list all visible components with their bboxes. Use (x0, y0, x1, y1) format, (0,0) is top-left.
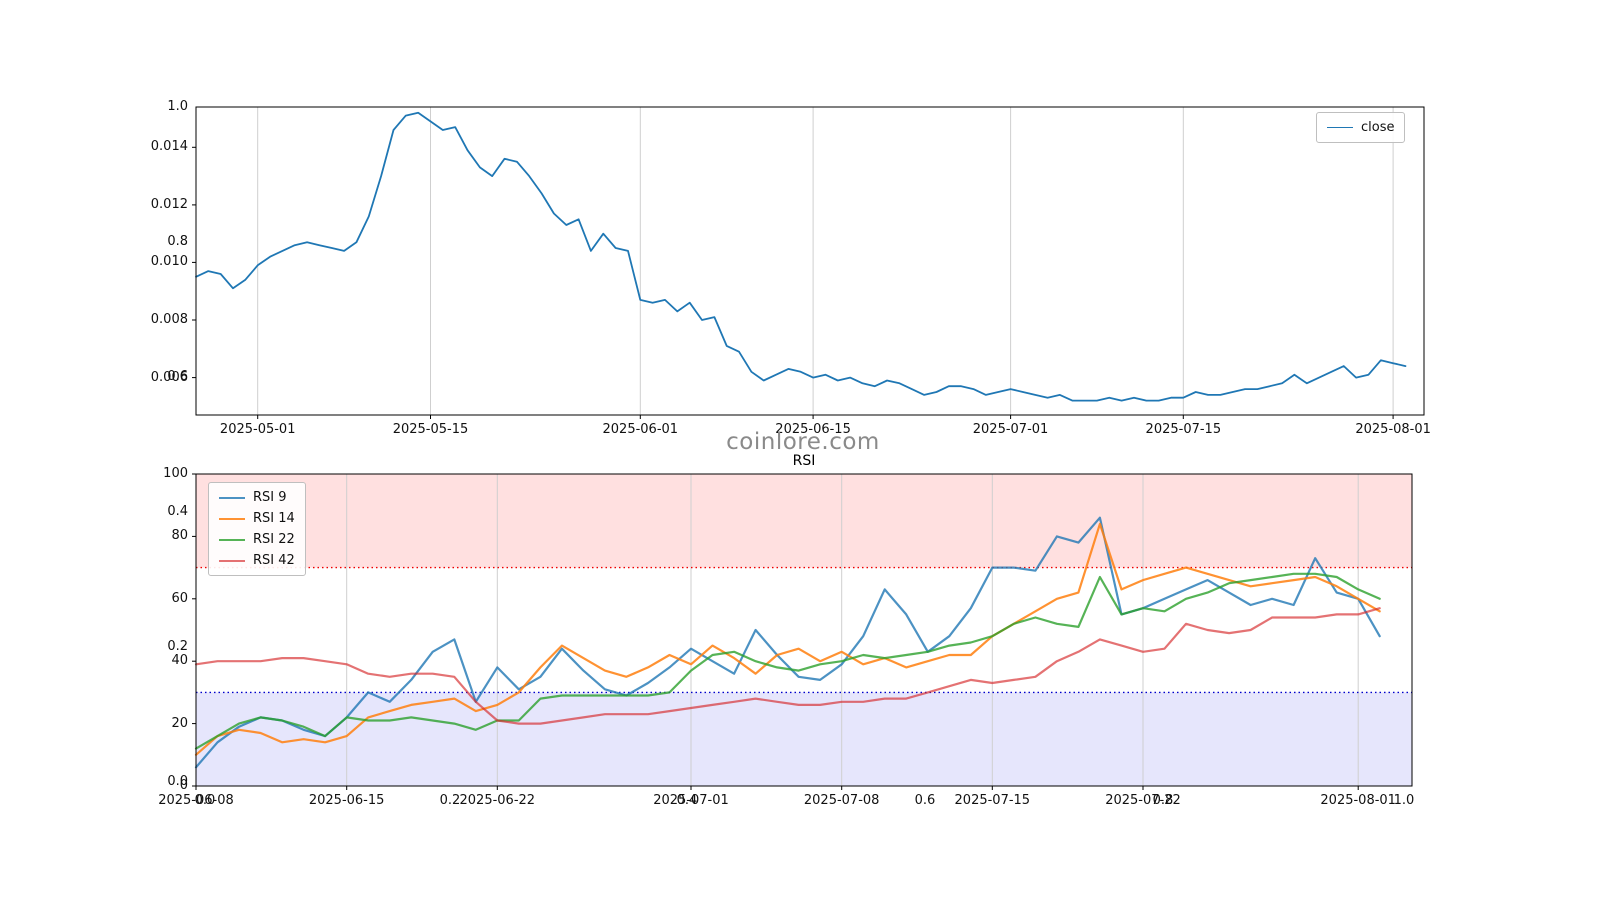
y-tick-label: 40 (171, 653, 188, 669)
legend-label: RSI 9 (253, 490, 287, 505)
y-tick-label: 0.014 (150, 139, 188, 155)
rsi-42-line (194, 607, 1381, 725)
oversold-zone (196, 692, 1412, 786)
twin-x-tick-label: 1.0 (1393, 793, 1415, 808)
twin-y-tick-label: 0.8 (167, 234, 188, 249)
close-line (195, 111, 1407, 402)
price-chart (192, 106, 1425, 419)
twin-y-tick-label: 0.2 (167, 639, 188, 654)
legend-entry-rsi-42: RSI 42 (219, 550, 295, 571)
legend-line-swatch (219, 538, 245, 541)
plot-border (195, 473, 1413, 787)
legend-line-swatch (1327, 127, 1353, 128)
twin-x-tick-label: 0.8 (1152, 793, 1174, 808)
twin-y-tick-label: 0.0 (167, 774, 188, 789)
legend-entry-close: close (1327, 117, 1394, 138)
legend-entry-rsi-9: RSI 9 (219, 487, 295, 508)
x-tick-label: 2025-06-08 (158, 793, 234, 808)
legend-entry-rsi-22: RSI 22 (219, 529, 295, 550)
x-tick-label: 2025-08-01 (1355, 422, 1431, 437)
x-tick-label: 2025-07-08 (803, 793, 880, 808)
overbought-zone (196, 474, 1412, 568)
y-tick-label: 0 (179, 778, 188, 793)
y-tick-label: 20 (171, 715, 188, 731)
x-tick-label: 2025-07-15 (954, 793, 1031, 808)
y-tick-label: 80 (171, 528, 188, 544)
rsi-14-line (194, 522, 1381, 756)
rsi-chart-title: RSI (792, 453, 816, 469)
legend-line-swatch (219, 496, 245, 499)
twin-x-tick-label: 0.0 (194, 793, 216, 808)
plot-border (195, 106, 1425, 416)
twin-y-tick-label: 1.0 (167, 99, 188, 114)
twin-y-tick-label: 0.4 (167, 504, 188, 519)
twin-x-tick-label: 0.2 (439, 793, 461, 808)
legend-label: RSI 42 (253, 553, 295, 568)
legend-line-swatch (219, 559, 245, 562)
twin-y-tick-label: 0.6 (167, 369, 188, 384)
legend-entry-rsi-14: RSI 14 (219, 508, 295, 529)
x-tick-label: 2025-07-15 (1145, 422, 1222, 437)
twin-x-tick-label: 0.6 (914, 793, 936, 808)
y-tick-label: 0.012 (150, 196, 188, 212)
x-tick-label: 2025-08-01 (1320, 793, 1396, 808)
rsi-legend: RSI 9 RSI 14 RSI 22 RSI 42 (208, 482, 306, 576)
y-tick-label: 100 (163, 466, 188, 481)
legend-label: close (1361, 120, 1395, 135)
legend-label: RSI 22 (253, 532, 295, 547)
y-tick-label: 60 (171, 590, 188, 606)
legend-label: RSI 14 (253, 511, 295, 526)
x-tick-label: 2025-06-22 (459, 793, 536, 808)
rsi-chart (192, 473, 1413, 790)
x-tick-label: 2025-07-22 (1105, 793, 1181, 808)
watermark: coinlore.com (726, 429, 880, 455)
rsi-9-line (194, 516, 1381, 769)
y-tick-label: 0.006 (150, 369, 188, 385)
x-tick-label: 2025-07-01 (653, 793, 729, 808)
y-tick-label: 0.010 (150, 254, 188, 270)
price-legend: close (1316, 112, 1406, 143)
legend-line-swatch (219, 517, 245, 520)
x-tick-label: 2025-05-15 (392, 422, 469, 437)
x-tick-label: 2025-06-15 (308, 793, 385, 808)
x-tick-label: 2025-06-15 (775, 422, 851, 437)
rsi-22-line (194, 572, 1381, 750)
x-tick-label: 2025-05-01 (219, 422, 296, 437)
x-tick-label: 2025-07-01 (972, 422, 1049, 437)
y-tick-label: 0.008 (150, 312, 188, 327)
x-tick-label: 2025-06-01 (602, 422, 679, 437)
twin-x-tick-label: 0.4 (676, 793, 698, 808)
